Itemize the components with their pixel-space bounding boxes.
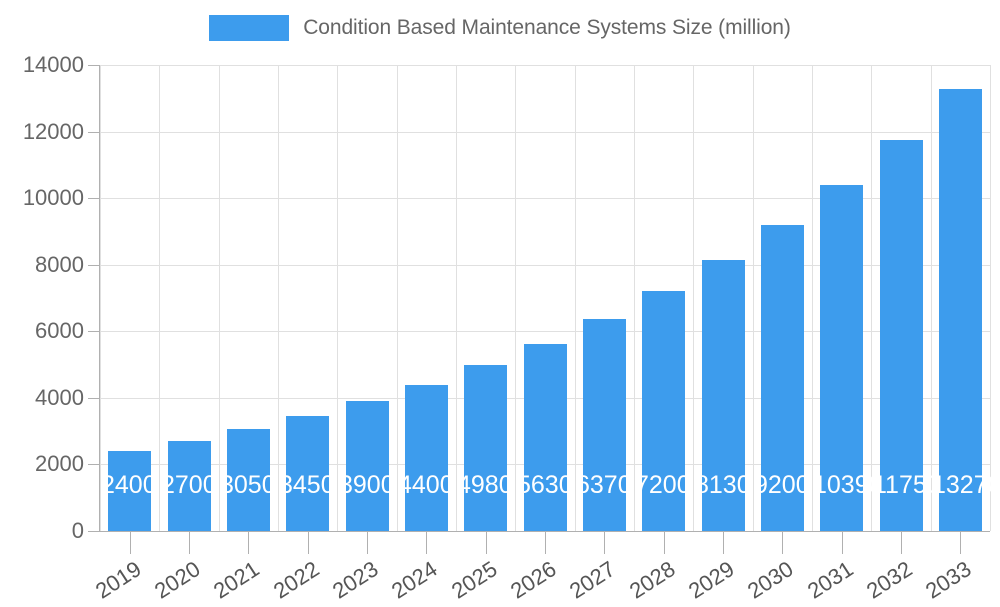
y-axis-tick-label-0: 0 xyxy=(71,518,84,543)
bar-2025[interactable] xyxy=(464,365,507,531)
x-axis-tick-mark-2025 xyxy=(486,532,487,554)
gridline-x-3 xyxy=(278,65,279,531)
x-axis-tick-mark-2023 xyxy=(367,532,368,554)
gridline-x-2 xyxy=(219,65,220,531)
y-axis-tick-mark-6000 xyxy=(88,331,99,333)
gridline-x-6 xyxy=(456,65,457,531)
gridline-x-5 xyxy=(397,65,398,531)
bar-2028[interactable] xyxy=(642,291,685,531)
y-axis-tick-label-8000: 8000 xyxy=(35,251,84,277)
x-axis-tick-label-2030: 2030 xyxy=(743,556,798,604)
bar-2024[interactable] xyxy=(405,384,448,531)
bar-2021[interactable] xyxy=(227,429,270,531)
x-axis-tick-label-2027: 2027 xyxy=(565,556,620,604)
x-axis-tick-mark-2026 xyxy=(545,532,546,554)
bar-2023[interactable] xyxy=(346,401,389,531)
y-axis-line xyxy=(99,65,100,531)
legend-color-swatch-icon xyxy=(209,15,290,41)
y-axis-tick-mark-14000 xyxy=(88,65,99,66)
x-axis-tick-label-2022: 2022 xyxy=(268,556,324,604)
y-axis-tick-label-6000: 6000 xyxy=(35,318,84,344)
bar-2030[interactable] xyxy=(761,224,804,531)
x-axis-tick-label-2024: 2024 xyxy=(387,556,442,604)
x-axis-tick-mark-2032 xyxy=(901,532,902,554)
gridline-x-1 xyxy=(159,65,160,531)
gridline-x-14 xyxy=(931,65,932,531)
gridline-y-6000 xyxy=(100,331,990,333)
gridline-x-0 xyxy=(100,65,101,531)
bar-2031[interactable] xyxy=(820,185,863,531)
x-axis-tick-label-2032: 2032 xyxy=(861,556,917,604)
x-axis-tick-label-2026: 2026 xyxy=(505,556,561,604)
bar-2033[interactable] xyxy=(939,89,982,531)
y-axis-tick-label-10000: 10000 xyxy=(22,185,84,211)
x-axis-tick-label-2025: 2025 xyxy=(446,556,502,604)
y-axis-tick-label-14000: 14000 xyxy=(22,52,84,77)
gridline-y-12000 xyxy=(100,131,990,133)
x-axis-tick-mark-2033 xyxy=(960,532,961,554)
x-axis-tick-label-2021: 2021 xyxy=(209,556,264,604)
legend-item-condition-based-maintenance[interactable]: Condition Based Maintenance Systems Size… xyxy=(209,15,791,41)
gridline-y-10000 xyxy=(100,198,990,200)
bar-2027[interactable] xyxy=(583,318,626,531)
y-axis-tick-mark-10000 xyxy=(88,198,99,200)
legend-label: Condition Based Maintenance Systems Size… xyxy=(303,16,791,39)
x-axis-line xyxy=(99,531,990,532)
bar-2022[interactable] xyxy=(286,416,329,531)
x-axis-tick-label-2029: 2029 xyxy=(683,556,739,604)
y-axis-tick-label-2000: 2000 xyxy=(35,451,84,477)
gridline-x-9 xyxy=(634,65,635,531)
gridline-x-15 xyxy=(990,65,991,531)
x-axis-tick-mark-2027 xyxy=(604,532,605,554)
x-axis-tick-mark-2028 xyxy=(664,532,665,554)
gridline-x-7 xyxy=(515,65,516,531)
gridline-x-12 xyxy=(812,65,813,531)
plot-area: 2400 2700 3050 3450 3900 4400 4980 5630 6370 7200… xyxy=(99,65,1000,532)
bar-2032[interactable] xyxy=(880,139,923,531)
bar-2029[interactable] xyxy=(702,260,745,531)
x-axis-tick-mark-2021 xyxy=(248,532,249,554)
gridline-x-8 xyxy=(575,65,576,531)
gridline-x-4 xyxy=(337,65,338,531)
x-axis-tick-label-2033: 2033 xyxy=(921,556,976,604)
y-axis-tick-mark-0 xyxy=(88,531,99,532)
gridline-y-8000 xyxy=(100,264,990,266)
x-axis-tick-label-2031: 2031 xyxy=(802,556,858,604)
gridline-x-13 xyxy=(871,65,872,531)
x-axis-tick-mark-2029 xyxy=(723,532,724,554)
x-axis-tick-mark-2020 xyxy=(189,532,190,554)
bar-2026[interactable] xyxy=(524,343,567,531)
gridline-x-10 xyxy=(693,65,694,531)
y-axis-tick-label-12000: 12000 xyxy=(22,118,84,144)
x-axis-tick-mark-2031 xyxy=(842,532,843,554)
y-axis-tick-label-4000: 4000 xyxy=(35,384,84,410)
y-axis-tick-mark-2000 xyxy=(88,464,99,466)
y-axis-tick-mark-4000 xyxy=(88,397,99,399)
y-axis-tick-mark-8000 xyxy=(88,264,99,266)
x-axis-tick-mark-2024 xyxy=(426,532,427,554)
x-axis-tick-label-2028: 2028 xyxy=(624,556,680,604)
chart-legend: Condition Based Maintenance Systems Size… xyxy=(0,0,1000,56)
x-axis-tick-label-2023: 2023 xyxy=(327,556,383,604)
bar-2020[interactable] xyxy=(168,441,211,531)
gridline-y-14000 xyxy=(100,65,990,66)
y-axis-tick-mark-12000 xyxy=(88,131,99,133)
x-axis-tick-mark-2030 xyxy=(782,532,783,554)
x-axis-tick-mark-2019 xyxy=(130,532,131,554)
x-axis-tick-mark-2022 xyxy=(308,532,309,554)
x-axis-tick-label-2019: 2019 xyxy=(90,556,146,604)
gridline-x-11 xyxy=(753,65,754,531)
bar-2019[interactable] xyxy=(108,451,151,531)
x-axis-tick-label-2020: 2020 xyxy=(149,556,205,604)
